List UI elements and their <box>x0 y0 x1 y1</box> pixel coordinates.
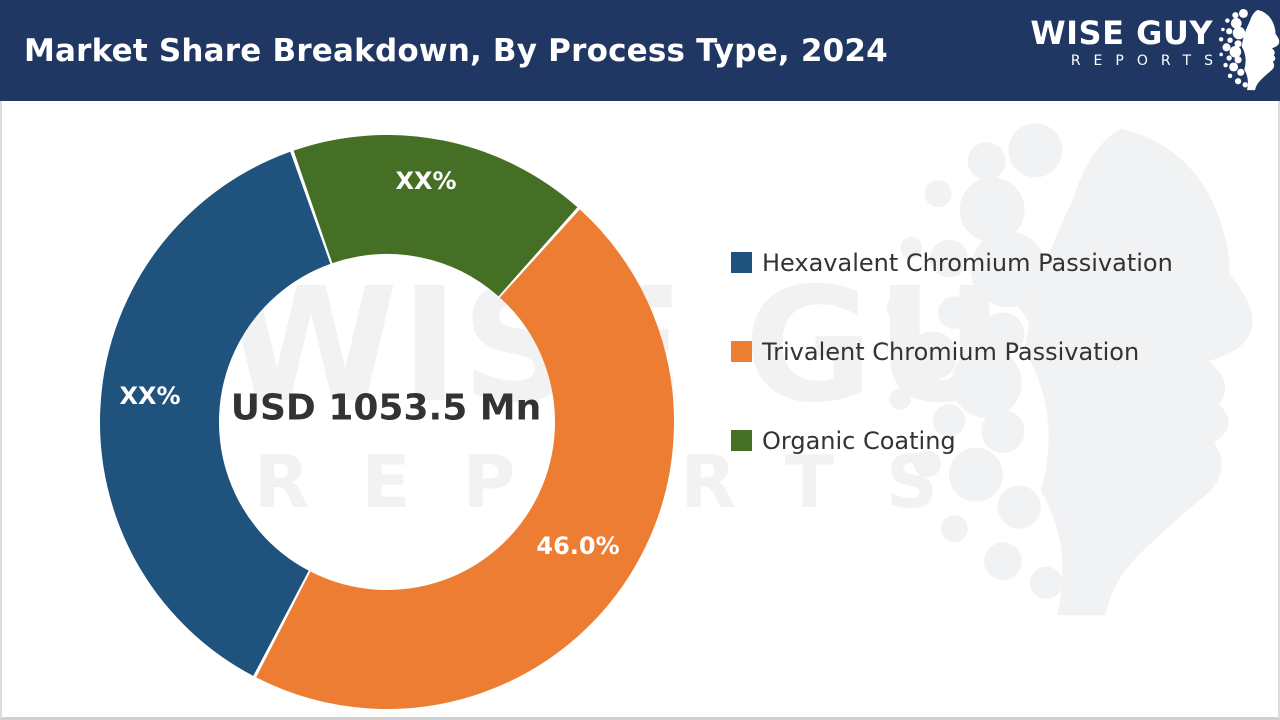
logo-wordmark: WISE GUY <box>1030 14 1213 52</box>
legend-item-trivalent: Trivalent Chromium Passivation <box>731 335 1173 368</box>
logo-reports-text: REPORTS <box>1070 53 1226 70</box>
donut-chart <box>100 135 674 709</box>
legend-swatch-hexavalent <box>731 252 752 273</box>
logo-face-icon <box>1218 8 1280 91</box>
legend-item-organic: Organic Coating <box>731 424 1173 457</box>
donut-slice-trivalent-chromium-passivation <box>100 135 674 709</box>
donut-slice-hexavalent-chromium-passivation <box>100 135 674 709</box>
legend-label-hexavalent: Hexavalent Chromium Passivation <box>762 248 1173 277</box>
legend-label-organic: Organic Coating <box>762 426 956 455</box>
page-title: Market Share Breakdown, By Process Type,… <box>24 32 888 69</box>
logo-text: WISE GUY REPORTS <box>1030 14 1213 69</box>
header-bar: Market Share Breakdown, By Process Type,… <box>0 0 1280 101</box>
slice-label-hexavalent: XX% <box>119 382 181 410</box>
legend-item-hexavalent: Hexavalent Chromium Passivation <box>731 246 1173 279</box>
wise-guy-logo: WISE GUY REPORTS <box>1030 0 1280 101</box>
legend-swatch-organic <box>731 430 752 451</box>
slice-label-trivalent: 46.0% <box>536 532 620 560</box>
slice-label-organic-coating: XX% <box>395 167 457 195</box>
donut-center-value: USD 1053.5 Mn <box>230 387 542 429</box>
legend-swatch-trivalent <box>731 341 752 362</box>
chart-legend: Hexavalent Chromium Passivation Trivalen… <box>731 246 1173 513</box>
legend-label-trivalent: Trivalent Chromium Passivation <box>762 337 1140 366</box>
